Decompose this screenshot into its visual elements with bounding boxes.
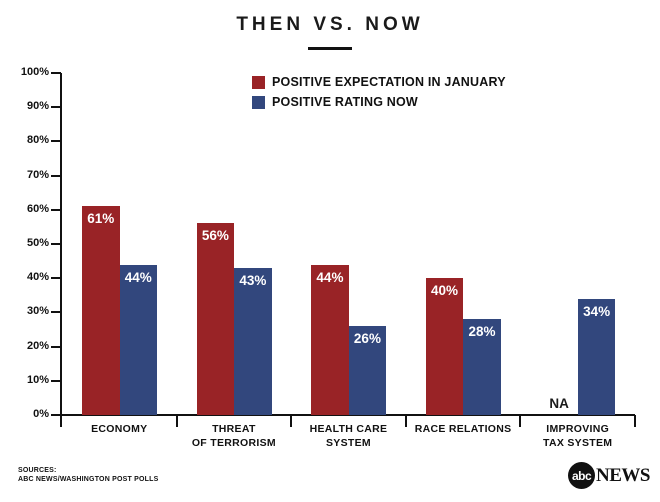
x-category-label: IMPROVING TAX SYSTEM <box>543 423 613 449</box>
legend-swatch-red <box>252 75 265 89</box>
y-tick-label: 100% <box>20 66 49 78</box>
x-axis-tick <box>634 415 636 427</box>
y-tick-label: 60% <box>26 202 49 215</box>
bar-now-4: 34% <box>577 298 616 415</box>
bar-now-1: 43% <box>234 267 272 415</box>
y-axis-tick <box>51 174 61 177</box>
na-label: NA <box>549 396 569 411</box>
y-axis-tick <box>51 243 61 245</box>
bar-value-label: 40% <box>431 283 459 299</box>
y-axis-line <box>60 73 62 427</box>
y-axis-tick <box>51 208 61 211</box>
x-axis-tick <box>175 415 178 427</box>
sources-line1: SOURCES: <box>18 467 57 474</box>
abc-logo-news-text: NEWS <box>596 464 650 486</box>
bar-january-1: 56% <box>196 223 235 415</box>
sources-note: SOURCES: ABC NEWS/WASHINGTON POST POLLS <box>18 466 158 484</box>
abc-logo-circle: abc <box>568 462 596 489</box>
bar-now-3: 28% <box>463 319 501 415</box>
bar-value-label: 34% <box>583 303 611 319</box>
title-underline <box>308 47 352 50</box>
y-tick-label: 20% <box>26 339 49 352</box>
bar-now-0: 44% <box>119 264 157 415</box>
y-axis-tick <box>51 277 61 280</box>
legend-label-now: POSITIVE RATING NOW <box>272 95 418 109</box>
chart-title: THEN VS. NOW <box>236 14 424 35</box>
y-axis-tick <box>51 345 61 348</box>
y-axis-tick <box>51 379 61 382</box>
bar-value-label: 43% <box>239 272 267 288</box>
y-tick-label: 10% <box>26 373 49 386</box>
x-axis-tick <box>404 415 407 427</box>
bar-value-label: 26% <box>353 331 381 347</box>
x-axis-tick <box>290 415 293 427</box>
x-axis-tick <box>519 415 522 427</box>
x-category-label: THREAT OF TERRORISM <box>191 423 276 449</box>
legend-item-now: POSITIVE RATING NOW <box>252 92 506 112</box>
legend-swatch-blue <box>252 95 265 109</box>
legend-item-january: POSITIVE EXPECTATION IN JANUARY <box>252 72 506 92</box>
bar-january-2: 44% <box>311 264 349 415</box>
y-axis-tick <box>51 72 61 74</box>
bar-value-label: 44% <box>124 269 152 285</box>
bar-value-label: 28% <box>468 324 496 340</box>
bar-value-label: 56% <box>201 228 229 244</box>
bar-value-label: 44% <box>316 269 344 285</box>
abc-news-logo: abc NEWS <box>568 462 650 489</box>
bar-january-0: 61% <box>82 206 120 415</box>
x-category-label: HEALTH CARE SYSTEM <box>309 423 388 449</box>
legend-label-january: POSITIVE EXPECTATION IN JANUARY <box>272 75 506 89</box>
y-tick-label: 70% <box>26 168 49 181</box>
sources-line2: ABC NEWS/WASHINGTON POST POLLS <box>18 476 159 483</box>
y-tick-label: 50% <box>26 237 49 249</box>
y-tick-label: 90% <box>26 100 49 113</box>
y-axis-tick <box>51 311 61 314</box>
y-tick-label: 80% <box>26 134 49 147</box>
bar-now-2: 26% <box>348 326 387 415</box>
y-axis-tick <box>51 414 61 416</box>
x-category-label: RACE RELATIONS <box>414 423 512 435</box>
y-tick-label: 0% <box>33 408 49 420</box>
x-axis-line <box>60 414 635 416</box>
bar-january-3: 40% <box>425 278 464 415</box>
legend: POSITIVE EXPECTATION IN JANUARY POSITIVE… <box>252 72 506 112</box>
y-tick-label: 40% <box>26 271 49 284</box>
y-axis-tick <box>51 140 61 143</box>
y-tick-label: 30% <box>26 305 49 318</box>
y-axis-tick <box>51 106 61 109</box>
bar-value-label: 61% <box>87 211 115 227</box>
x-category-label: ECONOMY <box>91 423 148 435</box>
